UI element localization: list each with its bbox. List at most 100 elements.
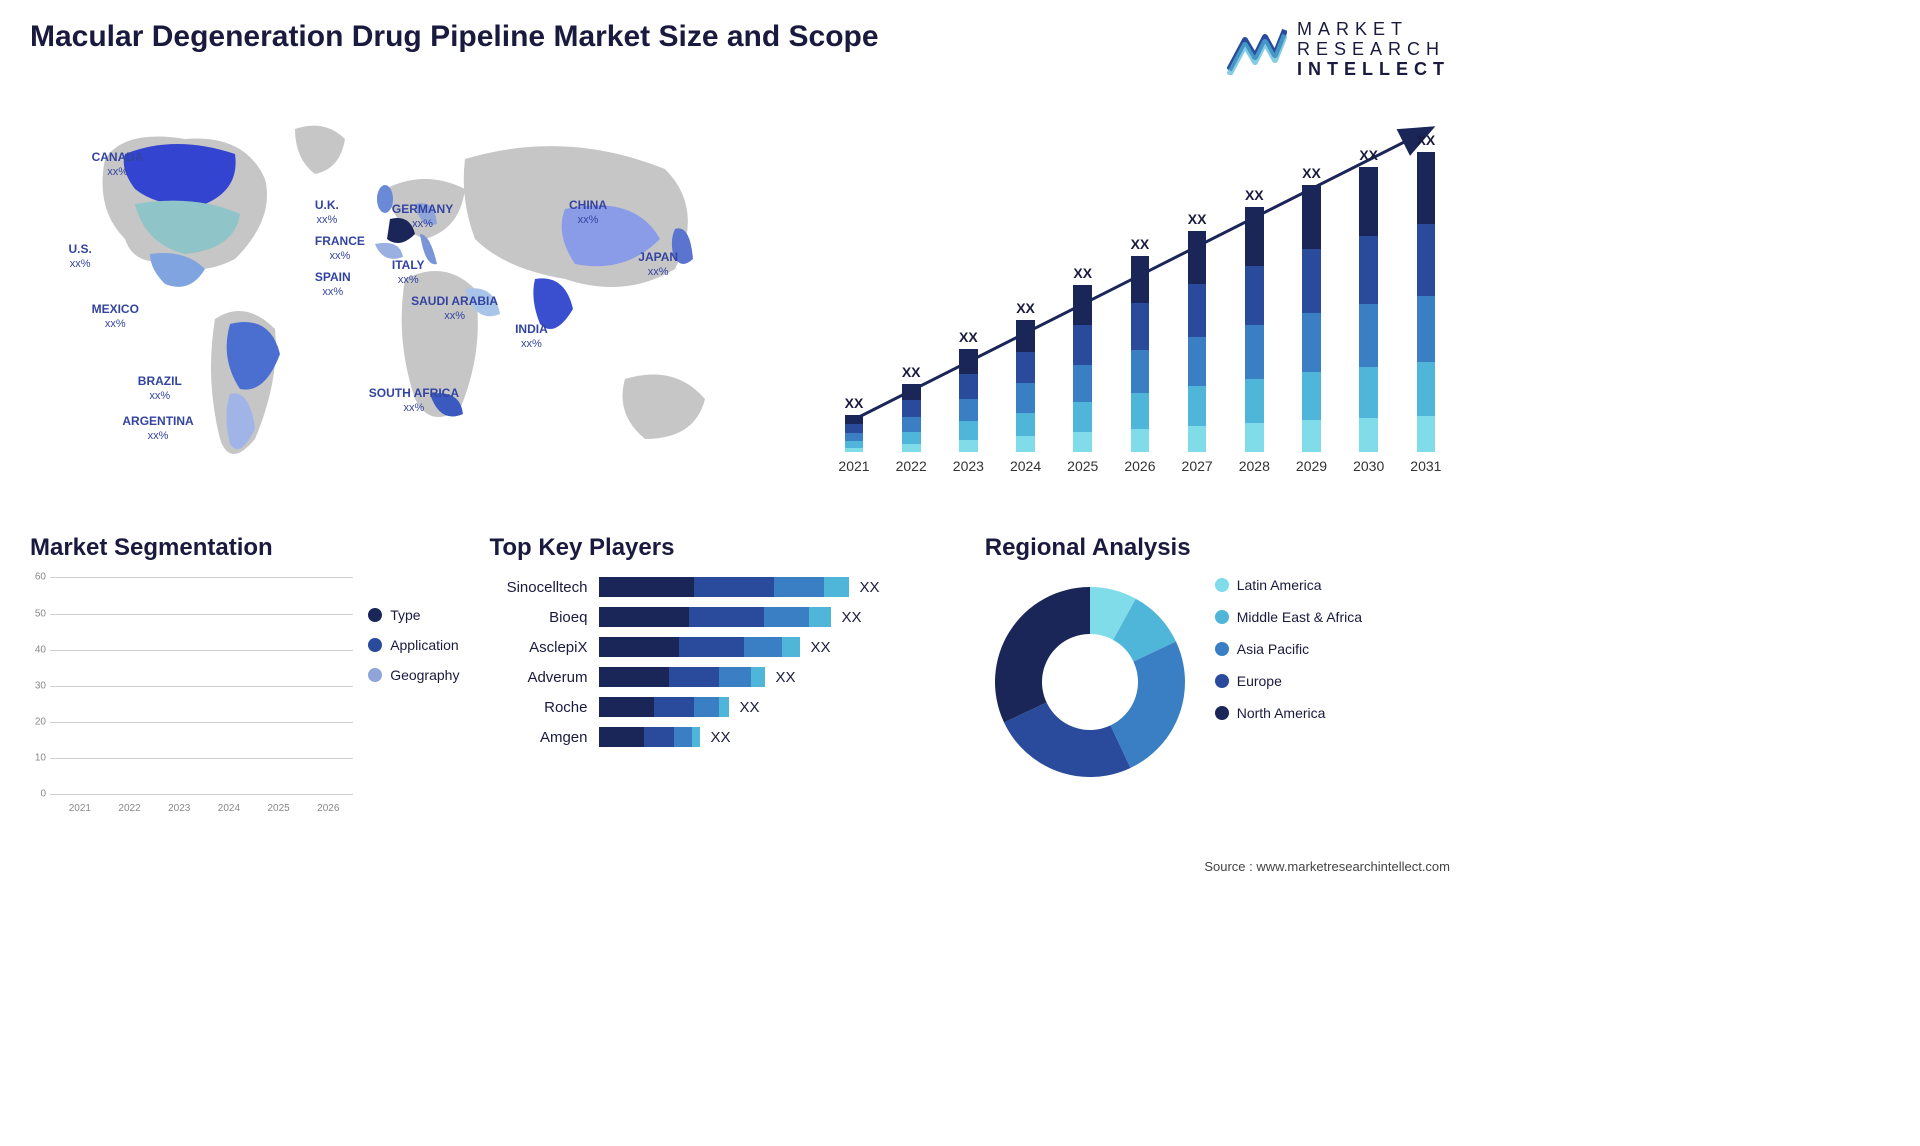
key-player-bar [599,577,849,597]
legend-item: Latin America [1215,577,1362,593]
segmentation-legend: Type Application Geography [368,577,459,814]
main-chart-bar: XX 2025 [1059,265,1107,474]
donut-slice [995,587,1090,722]
bar-value-label: XX [1302,165,1321,181]
main-chart-bar: XX 2031 [1402,132,1450,474]
map-label: MEXICOxx% [92,303,139,329]
main-chart-year: 2021 [838,458,869,474]
map-label: SOUTH AFRICAxx% [369,387,459,413]
bar-value-label: XX [1359,147,1378,163]
main-chart-year: 2025 [1067,458,1098,474]
key-player-bar [599,607,831,627]
main-chart-year: 2030 [1353,458,1384,474]
world-map: CANADAxx%U.S.xx%MEXICOxx%BRAZILxx%ARGENT… [30,99,800,499]
main-bar-chart: XX 2021 XX 2022 XX 2023 XX 2024 XX 2025 XX 2026 XX 20… [830,99,1450,499]
map-label: U.S.xx% [69,243,92,269]
map-label: ARGENTINAxx% [122,415,193,441]
key-player-row: Amgen XX [489,727,954,747]
main-chart-year: 2023 [953,458,984,474]
map-label: GERMANYxx% [392,203,453,229]
key-player-name: AsclepiX [489,639,599,656]
map-label: SAUDI ARABIAxx% [411,295,498,321]
bar-value-label: XX [1016,300,1035,316]
main-chart-year: 2029 [1296,458,1327,474]
main-chart-bar: XX 2024 [1002,300,1050,475]
key-player-row: Sinocelltech XX [489,577,954,597]
main-chart-bar: XX 2027 [1173,211,1221,474]
key-player-value: XX [710,729,730,746]
regional-title: Regional Analysis [985,534,1450,562]
key-player-bar [599,727,700,747]
legend-item: Application [368,637,459,653]
bar-value-label: XX [1188,211,1207,227]
key-players-section: Top Key Players SinocelltechXXBioeqXXAsc… [489,534,954,814]
legend-item: Europe [1215,673,1362,689]
key-player-name: Sinocelltech [489,579,599,596]
legend-item: Geography [368,667,459,683]
main-chart-year: 2026 [1124,458,1155,474]
top-row: CANADAxx%U.S.xx%MEXICOxx%BRAZILxx%ARGENT… [30,99,1450,499]
main-chart-year: 2022 [896,458,927,474]
map-label: SPAINxx% [315,271,351,297]
bar-value-label: XX [1417,132,1436,148]
key-player-value: XX [859,579,879,596]
map-label: ITALYxx% [392,259,425,285]
main-chart-bar: XX 2022 [887,364,935,475]
main-chart-year: 2024 [1010,458,1041,474]
segmentation-chart: 0102030405060 202120222023202420252026 [30,577,353,814]
legend-item: Type [368,607,459,623]
key-players-rows: Sinocelltech XX Bioeq XX AsclepiX XX Adverum XX… [489,577,954,747]
key-player-row: AsclepiX XX [489,637,954,657]
segmentation-title: Market Segmentation [30,534,459,562]
legend-item: Asia Pacific [1215,641,1362,657]
regional-legend: Latin America Middle East & Africa Asia Pa… [1215,577,1362,721]
bar-value-label: XX [1073,265,1092,281]
main-chart-bar: XX 2030 [1345,147,1393,474]
main-chart-bar: XX 2023 [944,329,992,474]
map-label: CHINAxx% [569,199,607,225]
segmentation-section: Market Segmentation 0102030405060 202120… [30,534,459,814]
key-player-row: RocheXX [489,697,954,717]
header: Macular Degeneration Drug Pipeline Marke… [30,20,1450,79]
key-player-name: Roche [489,699,599,716]
key-player-value: XX [775,669,795,686]
main-chart-bar: XX 2026 [1116,236,1164,475]
key-player-row: Bioeq XX [489,607,954,627]
logo: MARKET RESEARCH INTELLECT [1227,20,1450,79]
key-player-value: XX [810,639,830,656]
key-player-name: Amgen [489,729,599,746]
key-player-bar [599,697,729,717]
key-player-bar [599,667,765,687]
map-label: BRAZILxx% [138,375,182,401]
key-player-row: Adverum XX [489,667,954,687]
key-player-bar [599,637,800,657]
logo-text: MARKET RESEARCH INTELLECT [1297,20,1450,79]
main-chart-year: 2031 [1410,458,1441,474]
main-chart-year: 2027 [1182,458,1213,474]
bottom-row: Market Segmentation 0102030405060 202120… [30,534,1450,814]
donut-slice [1004,703,1130,778]
main-chart-bar: XX 2021 [830,395,878,474]
bar-value-label: XX [902,364,921,380]
map-label: U.K.xx% [315,199,339,225]
bar-value-label: XX [1245,187,1264,203]
legend-item: North America [1215,705,1362,721]
main-chart-year: 2028 [1239,458,1270,474]
donut-slice [1110,642,1185,768]
key-players-title: Top Key Players [489,534,954,562]
legend-item: Middle East & Africa [1215,609,1362,625]
page-title: Macular Degeneration Drug Pipeline Marke… [30,20,879,54]
map-label: INDIAxx% [515,323,548,349]
map-label: FRANCExx% [315,235,365,261]
key-player-value: XX [841,609,861,626]
bar-value-label: XX [1131,236,1150,252]
map-label: JAPANxx% [638,251,678,277]
bar-value-label: XX [845,395,864,411]
regional-section: Regional Analysis Latin America Middle Ea… [985,534,1450,814]
key-player-name: Adverum [489,669,599,686]
regional-donut [985,577,1195,787]
footer-source: Source : www.marketresearchintellect.com [1204,859,1450,874]
key-player-name: Bioeq [489,609,599,626]
logo-icon [1227,25,1287,75]
bar-value-label: XX [959,329,978,345]
